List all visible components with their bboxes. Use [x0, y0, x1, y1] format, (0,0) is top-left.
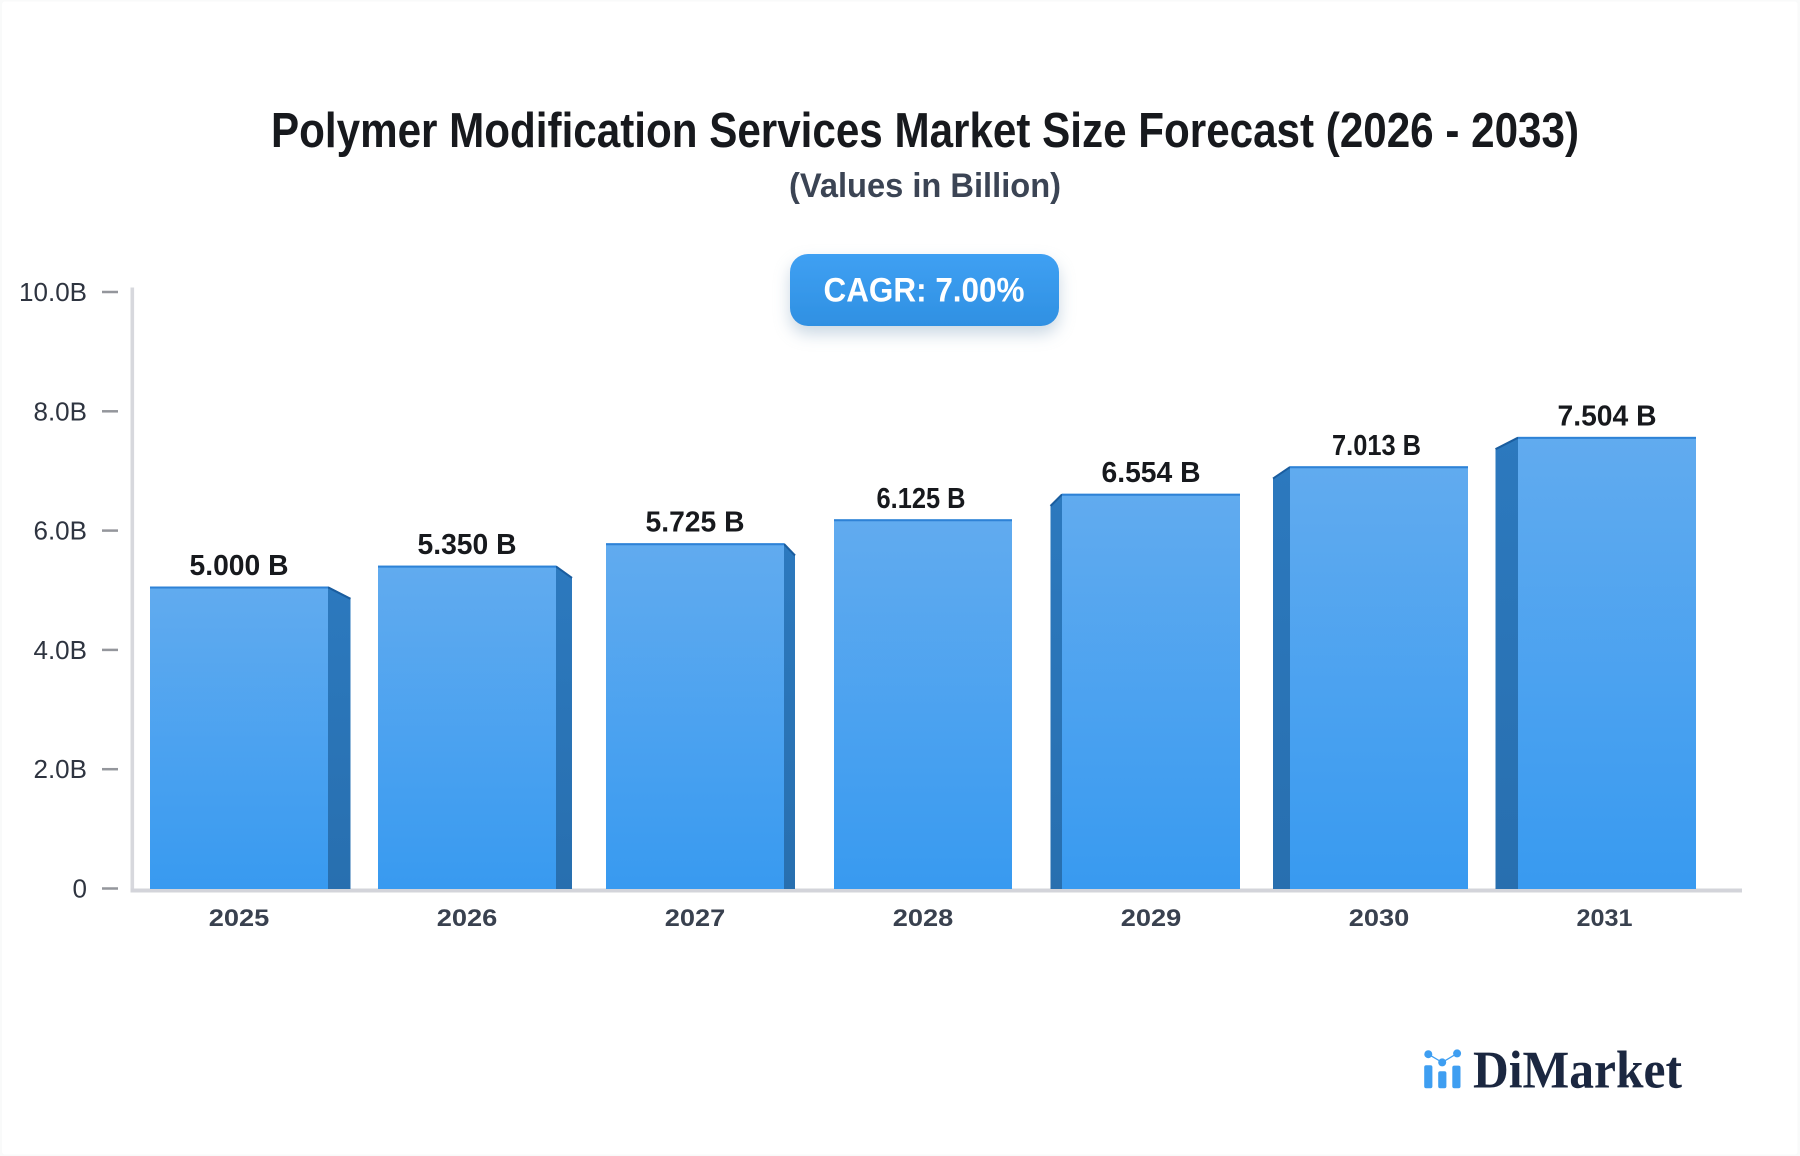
svg-text:2031: 2031: [1577, 905, 1633, 932]
svg-text:6.554 B: 6.554 B: [1102, 457, 1201, 489]
svg-text:5.725 B: 5.725 B: [646, 507, 745, 539]
svg-text:7.504 B: 7.504 B: [1558, 400, 1657, 432]
svg-text:0: 0: [73, 874, 87, 904]
svg-text:Polymer Modification Services: Polymer Modification Services Market Siz…: [271, 104, 1579, 158]
svg-text:4.0B: 4.0B: [34, 635, 88, 665]
svg-text:10.0B: 10.0B: [19, 277, 87, 307]
svg-text:6.0B: 6.0B: [34, 516, 88, 546]
svg-text:(Values in Billion): (Values in Billion): [789, 167, 1061, 205]
svg-text:6.125 B: 6.125 B: [877, 483, 966, 515]
svg-text:2027: 2027: [665, 905, 726, 932]
svg-text:2029: 2029: [1121, 905, 1182, 932]
svg-text:7.013 B: 7.013 B: [1332, 430, 1421, 462]
svg-text:5.350 B: 5.350 B: [418, 529, 517, 561]
svg-text:CAGR: 7.00%: CAGR: 7.00%: [824, 272, 1025, 310]
svg-text:2.0B: 2.0B: [34, 754, 88, 784]
svg-text:2028: 2028: [893, 905, 954, 932]
svg-text:8.0B: 8.0B: [34, 396, 88, 426]
svg-text:2026: 2026: [437, 905, 498, 932]
svg-text:DiMarket: DiMarket: [1473, 1042, 1682, 1100]
svg-text:2030: 2030: [1349, 905, 1410, 932]
svg-text:5.000 B: 5.000 B: [190, 550, 289, 582]
svg-text:2025: 2025: [209, 905, 270, 932]
